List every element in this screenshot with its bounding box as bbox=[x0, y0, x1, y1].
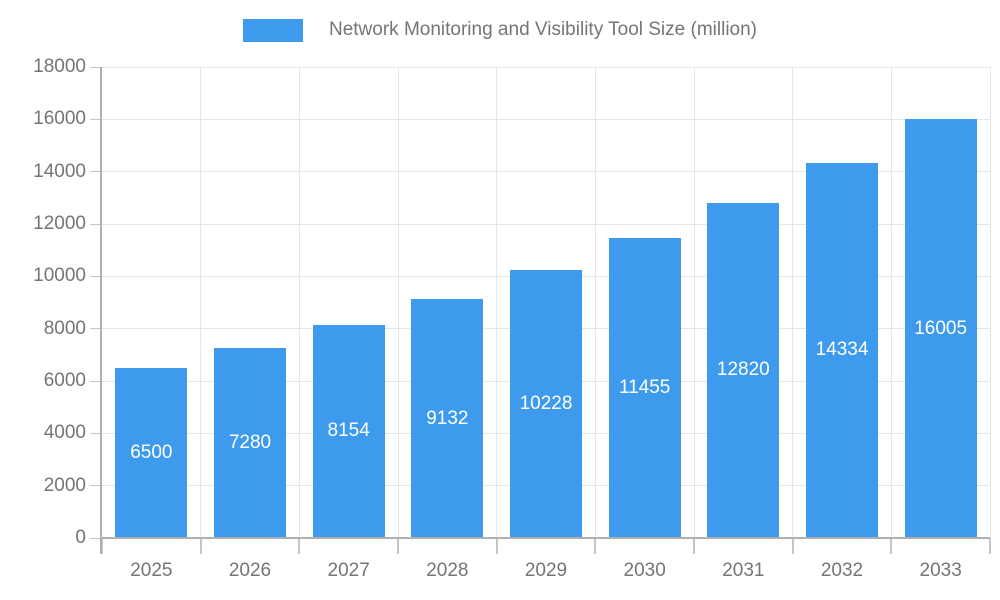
bar[interactable] bbox=[411, 299, 484, 538]
y-axis-label: 16000 bbox=[33, 108, 86, 130]
x-axis-label: 2033 bbox=[919, 560, 962, 581]
bar-value-label: 12820 bbox=[716, 359, 770, 381]
y-axis-label: 4000 bbox=[43, 422, 86, 444]
y-axis-label: 18000 bbox=[33, 56, 86, 77]
chart-legend: Network Monitoring and Visibility Tool S… bbox=[0, 16, 1000, 44]
y-axis-label: 8000 bbox=[43, 317, 86, 339]
x-axis-tick bbox=[594, 538, 597, 554]
y-axis-tick bbox=[90, 537, 102, 539]
x-axis-label: 2026 bbox=[228, 560, 272, 581]
bar-value-label: 8154 bbox=[327, 420, 370, 442]
gridline-vertical bbox=[200, 67, 202, 538]
bar[interactable] bbox=[707, 202, 780, 538]
gridline-vertical bbox=[594, 67, 596, 538]
y-axis-tick bbox=[90, 118, 102, 120]
x-axis-label: 2031 bbox=[722, 560, 765, 581]
y-axis-label: 0 bbox=[75, 527, 86, 548]
x-axis-tick bbox=[298, 538, 301, 554]
gridline-horizontal bbox=[102, 66, 990, 68]
x-axis-label: 2028 bbox=[426, 560, 469, 581]
gridline-horizontal bbox=[102, 118, 990, 120]
gridline-horizontal bbox=[102, 171, 990, 173]
x-axis-tick bbox=[495, 538, 498, 554]
x-axis-line bbox=[102, 537, 990, 539]
bar-value-label: 7280 bbox=[228, 431, 272, 453]
y-axis-label: 2000 bbox=[43, 474, 86, 496]
y-axis-line bbox=[100, 67, 102, 554]
gridline-vertical bbox=[989, 67, 991, 538]
x-axis-tick bbox=[890, 538, 893, 554]
x-axis-label: 2025 bbox=[130, 560, 173, 581]
gridline-vertical bbox=[298, 67, 300, 538]
gridline-vertical bbox=[792, 67, 794, 538]
y-axis-label: 12000 bbox=[33, 213, 86, 234]
x-axis-label: 2032 bbox=[820, 560, 864, 581]
bar[interactable] bbox=[608, 238, 681, 538]
x-axis-tick bbox=[791, 538, 794, 554]
y-axis-label: 14000 bbox=[33, 160, 86, 182]
y-axis-tick bbox=[90, 328, 102, 330]
y-axis-tick bbox=[90, 380, 102, 382]
x-axis-label: 2029 bbox=[524, 560, 568, 581]
gridline-vertical bbox=[693, 67, 695, 538]
x-axis-tick bbox=[101, 538, 103, 554]
bar-value-label: 16005 bbox=[914, 317, 968, 339]
legend-swatch bbox=[242, 18, 303, 42]
y-axis-label: 6000 bbox=[43, 370, 86, 391]
bar-value-label: 10228 bbox=[519, 393, 573, 415]
bar[interactable] bbox=[904, 119, 977, 538]
gridline-vertical bbox=[397, 67, 399, 538]
bar-value-label: 6500 bbox=[130, 441, 173, 463]
x-axis-tick bbox=[989, 538, 991, 554]
y-axis-tick bbox=[90, 275, 102, 277]
y-axis-tick bbox=[90, 171, 102, 173]
bar-value-label: 9132 bbox=[426, 407, 469, 429]
bar[interactable] bbox=[806, 162, 878, 538]
x-axis-tick bbox=[199, 538, 202, 554]
bar-value-label: 11455 bbox=[618, 377, 671, 399]
x-axis-tick bbox=[397, 538, 399, 554]
y-axis-tick bbox=[90, 485, 102, 487]
x-axis-label: 2027 bbox=[327, 560, 370, 581]
y-axis-label: 10000 bbox=[33, 265, 86, 287]
bar-value-label: 14334 bbox=[815, 339, 869, 361]
gridline-horizontal bbox=[102, 223, 990, 225]
bar[interactable] bbox=[115, 367, 188, 538]
bar[interactable] bbox=[510, 270, 582, 538]
x-axis-label: 2030 bbox=[623, 560, 666, 581]
bar[interactable] bbox=[312, 324, 385, 538]
y-axis-tick bbox=[90, 432, 102, 434]
gridline-vertical bbox=[890, 67, 892, 538]
y-axis-tick bbox=[90, 223, 102, 225]
bar[interactable] bbox=[214, 347, 286, 538]
x-axis-tick bbox=[693, 538, 695, 554]
y-axis-tick bbox=[90, 66, 102, 68]
legend-label: Network Monitoring and Visibility Tool S… bbox=[328, 19, 758, 40]
gridline-vertical bbox=[496, 67, 498, 538]
